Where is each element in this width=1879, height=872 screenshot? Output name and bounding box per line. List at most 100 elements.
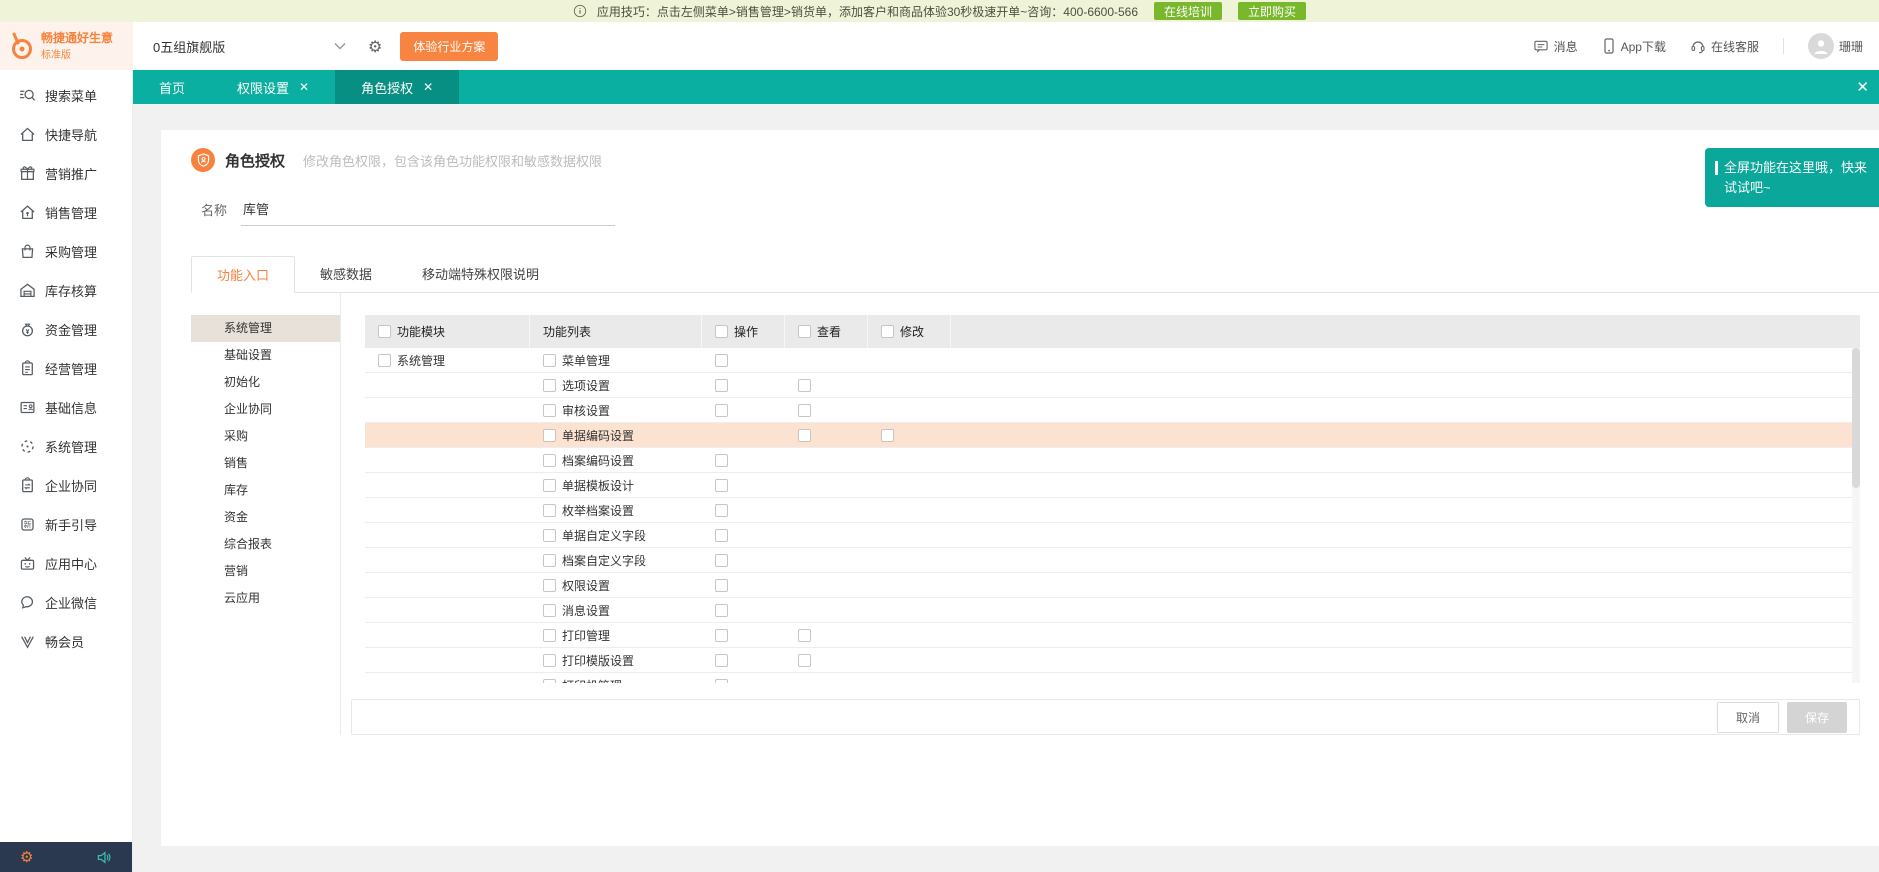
sidebar-item-quick-nav[interactable]: 快捷导航 (0, 115, 132, 154)
op-checkbox[interactable] (715, 653, 728, 667)
sidebar-item-system[interactable]: 系统管理 (0, 427, 132, 466)
submenu-item[interactable]: 采购 (224, 429, 249, 443)
table-row[interactable]: 系统管理 菜单管理 (365, 348, 1860, 373)
op-checkbox[interactable] (715, 628, 728, 642)
submenu-item[interactable]: 企业协同 (224, 402, 273, 416)
tab-permission-settings[interactable]: 权限设置 ✕ (237, 80, 310, 96)
submenu-item[interactable]: 资金 (224, 510, 249, 524)
sidebar-item-inventory[interactable]: 库存核算 (0, 271, 132, 310)
submenu-item[interactable]: 基础设置 (224, 348, 273, 362)
sidebar-item-collaboration[interactable]: 企业协同 (0, 466, 132, 505)
header-module-checkbox[interactable] (378, 325, 391, 338)
table-scrollbar-thumb[interactable] (1852, 348, 1860, 488)
submenu-item[interactable]: 营销 (224, 564, 249, 578)
table-row[interactable]: 单据自定义字段 (365, 523, 1860, 548)
sidebar-item-marketing[interactable]: 营销推广 (0, 154, 132, 193)
feature-checkbox[interactable] (543, 653, 556, 667)
submenu-item[interactable]: 初始化 (224, 375, 261, 389)
op-checkbox[interactable] (715, 503, 728, 517)
cancel-button[interactable]: 取消 (1716, 701, 1779, 733)
header-op-checkbox[interactable] (715, 325, 728, 338)
table-row[interactable]: 审核设置 (365, 398, 1860, 423)
module-checkbox[interactable] (378, 353, 391, 367)
sidebar-item-member[interactable]: 畅会员 (0, 622, 132, 661)
messages-link[interactable]: 消息 (1533, 38, 1578, 55)
sidebar-item-wechat[interactable]: 企业微信 (0, 583, 132, 622)
table-row[interactable]: 权限设置 (365, 573, 1860, 598)
tab-function-entry[interactable]: 功能入口 (191, 256, 296, 293)
fullscreen-toast[interactable]: 全屏功能在这里哦，快来试试吧~ (1705, 148, 1879, 207)
table-row[interactable]: 打印管理 (365, 623, 1860, 648)
header-edit-checkbox[interactable] (881, 325, 894, 338)
close-tab-icon[interactable]: ✕ (423, 80, 434, 94)
op-checkbox[interactable] (715, 453, 728, 467)
op-checkbox[interactable] (715, 378, 728, 392)
app-download-link[interactable]: App下载 (1602, 38, 1666, 55)
tab-sensitive-data[interactable]: 敏感数据 (320, 267, 373, 282)
sidebar-item-sales[interactable]: 销售管理 (0, 193, 132, 232)
op-checkbox[interactable] (715, 678, 728, 683)
table-row[interactable]: 单据编码设置 (365, 423, 1860, 448)
buy-now-button[interactable]: 立即购买 (1238, 2, 1307, 20)
table-row[interactable]: 档案自定义字段 (365, 548, 1860, 573)
tab-role-authorization[interactable]: 角色授权 ✕ (335, 70, 460, 104)
feature-checkbox[interactable] (543, 428, 556, 442)
feature-checkbox[interactable] (543, 353, 556, 367)
brand-logo-area[interactable]: 畅捷通好生意 标准版 (0, 22, 133, 70)
edit-checkbox[interactable] (881, 428, 894, 442)
view-checkbox[interactable] (798, 653, 811, 667)
feature-checkbox[interactable] (543, 603, 556, 617)
submenu-item[interactable]: 库存 (224, 483, 249, 497)
sidebar-item-operations[interactable]: 经营管理 (0, 349, 132, 388)
feature-checkbox[interactable] (543, 528, 556, 542)
feature-checkbox[interactable] (543, 378, 556, 392)
op-checkbox[interactable] (715, 528, 728, 542)
sidebar-item-search-menu[interactable]: 搜索菜单 (0, 76, 132, 115)
user-profile[interactable]: 珊珊 (1807, 33, 1863, 59)
trial-plan-button[interactable]: 体验行业方案 (400, 31, 499, 61)
op-checkbox[interactable] (715, 553, 728, 567)
table-row[interactable]: 打印机管理 (365, 673, 1860, 683)
online-support-link[interactable]: 在线客服 (1690, 38, 1759, 55)
sidebar-item-funds[interactable]: 资金管理 (0, 310, 132, 349)
feature-checkbox[interactable] (543, 553, 556, 567)
org-select[interactable]: 0五组旗舰版 (147, 33, 352, 60)
sidebar-gear-icon[interactable]: ⚙ (20, 848, 34, 866)
op-checkbox[interactable] (715, 603, 728, 617)
feature-checkbox[interactable] (543, 453, 556, 467)
settings-gear-icon[interactable]: ⚙ (368, 36, 383, 56)
table-row[interactable]: 打印模版设置 (365, 648, 1860, 673)
speaker-icon[interactable] (96, 850, 112, 865)
table-row[interactable]: 档案编码设置 (365, 448, 1860, 473)
feature-checkbox[interactable] (543, 578, 556, 592)
view-checkbox[interactable] (798, 628, 811, 642)
op-checkbox[interactable] (715, 403, 728, 417)
tab-home[interactable]: 首页 (159, 80, 186, 96)
table-row[interactable]: 选项设置 (365, 373, 1860, 398)
close-all-tabs-icon[interactable]: ✕ (1856, 79, 1869, 96)
op-checkbox[interactable] (715, 578, 728, 592)
view-checkbox[interactable] (798, 403, 811, 417)
feature-checkbox[interactable] (543, 678, 556, 683)
header-view-checkbox[interactable] (798, 325, 811, 338)
sidebar-item-procurement[interactable]: 采购管理 (0, 232, 132, 271)
feature-checkbox[interactable] (543, 403, 556, 417)
feature-checkbox[interactable] (543, 628, 556, 642)
submenu-item[interactable]: 销售 (224, 456, 249, 470)
table-row[interactable]: 消息设置 (365, 598, 1860, 623)
sidebar-item-app-center[interactable]: 应用中心 (0, 544, 132, 583)
table-row[interactable]: 枚举档案设置 (365, 498, 1860, 523)
view-checkbox[interactable] (798, 378, 811, 392)
view-checkbox[interactable] (798, 428, 811, 442)
sidebar-item-newbie-guide[interactable]: 新 新手引导 (0, 505, 132, 544)
online-training-button[interactable]: 在线培训 (1154, 2, 1223, 20)
submenu-item[interactable]: 综合报表 (224, 537, 273, 551)
feature-checkbox[interactable] (543, 503, 556, 517)
role-name-input[interactable]: 库管 (241, 199, 616, 226)
feature-checkbox[interactable] (543, 478, 556, 492)
op-checkbox[interactable] (715, 478, 728, 492)
submenu-item[interactable]: 系统管理 (191, 315, 340, 342)
save-button[interactable]: 保存 (1786, 701, 1847, 733)
tab-mobile-permission-note[interactable]: 移动端特殊权限说明 (422, 267, 540, 282)
close-tab-icon[interactable]: ✕ (299, 80, 310, 94)
